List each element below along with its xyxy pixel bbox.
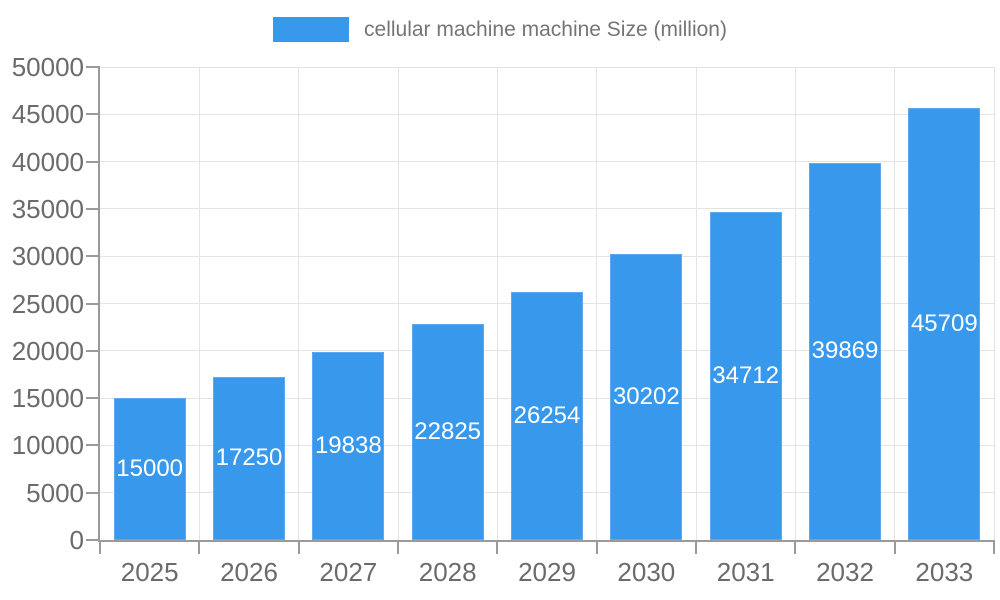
x-axis-tick [297, 540, 300, 554]
bar: 26254 [511, 291, 583, 540]
legend: cellular machine machine Size (million) [0, 17, 1000, 42]
x-tick-label: 2033 [915, 557, 974, 587]
bar-value-label: 45709 [910, 309, 978, 337]
y-gridline [100, 255, 994, 257]
y-axis-tick [86, 302, 100, 305]
bar: 34712 [709, 211, 782, 540]
x-axis-tick [695, 540, 697, 554]
y-gridline [100, 113, 994, 115]
x-gridline [993, 67, 995, 540]
y-tick-label: 20000 [11, 335, 84, 366]
bar-value-label: 19838 [314, 432, 382, 460]
y-axis-tick [86, 66, 100, 68]
x-gridline [596, 67, 598, 540]
y-gridline [100, 161, 994, 163]
x-axis-tick [198, 540, 201, 554]
x-axis-tick [993, 540, 995, 554]
bar: 39869 [809, 162, 881, 540]
bar-value-label: 22825 [414, 418, 482, 446]
y-axis-tick [86, 444, 100, 447]
bar-value-label: 34712 [712, 361, 780, 389]
bar-value-label: 30202 [612, 383, 680, 411]
bar: 19838 [312, 352, 385, 540]
x-axis-line [98, 540, 994, 542]
y-tick-label: 5000 [26, 477, 84, 508]
x-axis-tick [595, 540, 598, 554]
x-tick-label: 2025 [120, 557, 179, 587]
x-tick-label: 2032 [816, 557, 874, 587]
x-tick-label: 2029 [518, 557, 576, 587]
y-axis-line [98, 67, 100, 542]
y-tick-label: 40000 [11, 146, 84, 177]
bar: 30202 [610, 254, 683, 540]
y-gridline [100, 208, 994, 210]
bar: 17250 [213, 376, 285, 540]
x-tick-label: 2028 [418, 557, 477, 587]
y-tick-label: 30000 [11, 241, 84, 272]
x-gridline [496, 67, 498, 540]
bar-value-label: 17250 [215, 444, 283, 472]
x-tick-label: 2031 [716, 557, 775, 587]
x-axis-tick [496, 540, 499, 554]
y-axis-tick [86, 255, 100, 258]
x-tick-label: 2030 [617, 557, 676, 587]
x-axis-tick [397, 540, 399, 554]
x-axis-tick [893, 540, 896, 554]
bar-value-label: 39869 [811, 337, 879, 365]
y-tick-label: 15000 [11, 383, 84, 414]
x-gridline [695, 67, 697, 540]
x-gridline [198, 67, 200, 540]
x-axis-tick [794, 540, 797, 554]
x-gridline [397, 67, 399, 540]
x-axis-tick [99, 540, 101, 554]
y-gridline [100, 66, 994, 68]
y-axis-tick [86, 160, 100, 163]
x-tick-label: 2026 [220, 557, 278, 587]
bar-value-label: 15000 [116, 455, 184, 483]
x-gridline [794, 67, 796, 540]
y-axis-tick [86, 491, 100, 494]
x-gridline [298, 67, 300, 540]
bar: 45709 [908, 107, 981, 540]
y-tick-label: 0 [69, 525, 84, 555]
y-tick-label: 10000 [11, 430, 84, 461]
bar: 22825 [411, 324, 484, 540]
bar: 15000 [113, 398, 186, 540]
y-tick-label: 35000 [11, 193, 84, 224]
y-tick-label: 45000 [11, 99, 84, 130]
legend-label: cellular machine machine Size (million) [364, 18, 727, 41]
y-axis-tick [86, 207, 100, 210]
x-tick-label: 2027 [319, 557, 378, 587]
y-axis-tick [86, 539, 100, 541]
y-axis-tick [86, 397, 100, 400]
y-tick-label: 50000 [11, 52, 84, 82]
y-axis-tick [86, 113, 100, 116]
x-gridline [894, 67, 896, 540]
legend-swatch [273, 17, 350, 42]
y-tick-label: 25000 [11, 288, 84, 319]
y-axis-tick [86, 349, 100, 352]
bar-value-label: 26254 [513, 401, 581, 429]
